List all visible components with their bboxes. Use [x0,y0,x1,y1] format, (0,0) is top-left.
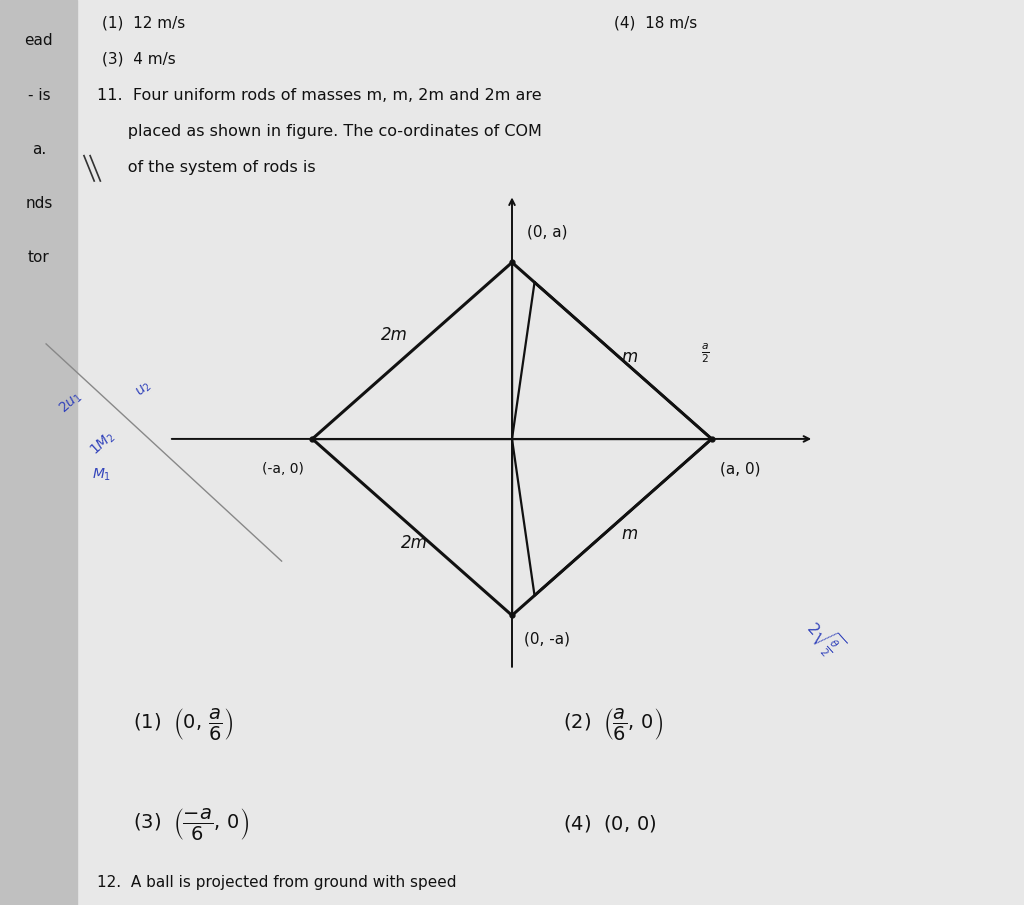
Text: (0, -a): (0, -a) [524,632,570,647]
Text: $u_2$: $u_2$ [133,378,155,400]
Text: (a, 0): (a, 0) [720,462,761,477]
Text: m: m [622,525,638,543]
Text: $2u_1$: $2u_1$ [56,388,86,417]
Text: (1)  12 m/s: (1) 12 m/s [102,15,185,30]
Text: tor: tor [28,251,50,265]
Text: nds: nds [26,196,52,211]
Text: 12.  A ball is projected from ground with speed: 12. A ball is projected from ground with… [97,875,457,890]
Text: (4)  $(0,\,0)$: (4) $(0,\,0)$ [563,813,656,834]
Text: (0, a): (0, a) [527,224,568,240]
Text: ead: ead [25,33,53,48]
Bar [0,0,77,905]
Text: (3)  4 m/s: (3) 4 m/s [102,52,176,66]
Text: (3)  $\left(\dfrac{-a}{6},\,0\right)$: (3) $\left(\dfrac{-a}{6},\,0\right)$ [133,805,249,842]
Text: $M_1$: $M_1$ [92,467,112,483]
Text: 2m: 2m [381,326,408,344]
Text: m: m [622,348,638,367]
Text: a.: a. [32,142,46,157]
Text: (-a, 0): (-a, 0) [262,462,304,475]
Text: of the system of rods is: of the system of rods is [97,160,316,175]
Text: (4)  18 m/s: (4) 18 m/s [614,15,697,30]
Text: 2m: 2m [401,534,428,552]
Text: $2\sqrt{\frac{\theta}{2}}$: $2\sqrt{\frac{\theta}{2}}$ [799,614,848,662]
Text: $1M_2$: $1M_2$ [87,428,119,459]
Text: - is: - is [28,88,50,102]
Text: (2)  $\left(\dfrac{a}{6},\,0\right)$: (2) $\left(\dfrac{a}{6},\,0\right)$ [563,706,664,742]
Text: placed as shown in figure. The co-ordinates of COM: placed as shown in figure. The co-ordina… [97,124,542,138]
Text: (1)  $\left(0,\,\dfrac{a}{6}\right)$: (1) $\left(0,\,\dfrac{a}{6}\right)$ [133,706,233,742]
Text: 11.  Four uniform rods of masses m, m, 2m and 2m are: 11. Four uniform rods of masses m, m, 2m… [97,88,542,102]
Text: $\frac{a}{2}$: $\frac{a}{2}$ [701,341,711,365]
